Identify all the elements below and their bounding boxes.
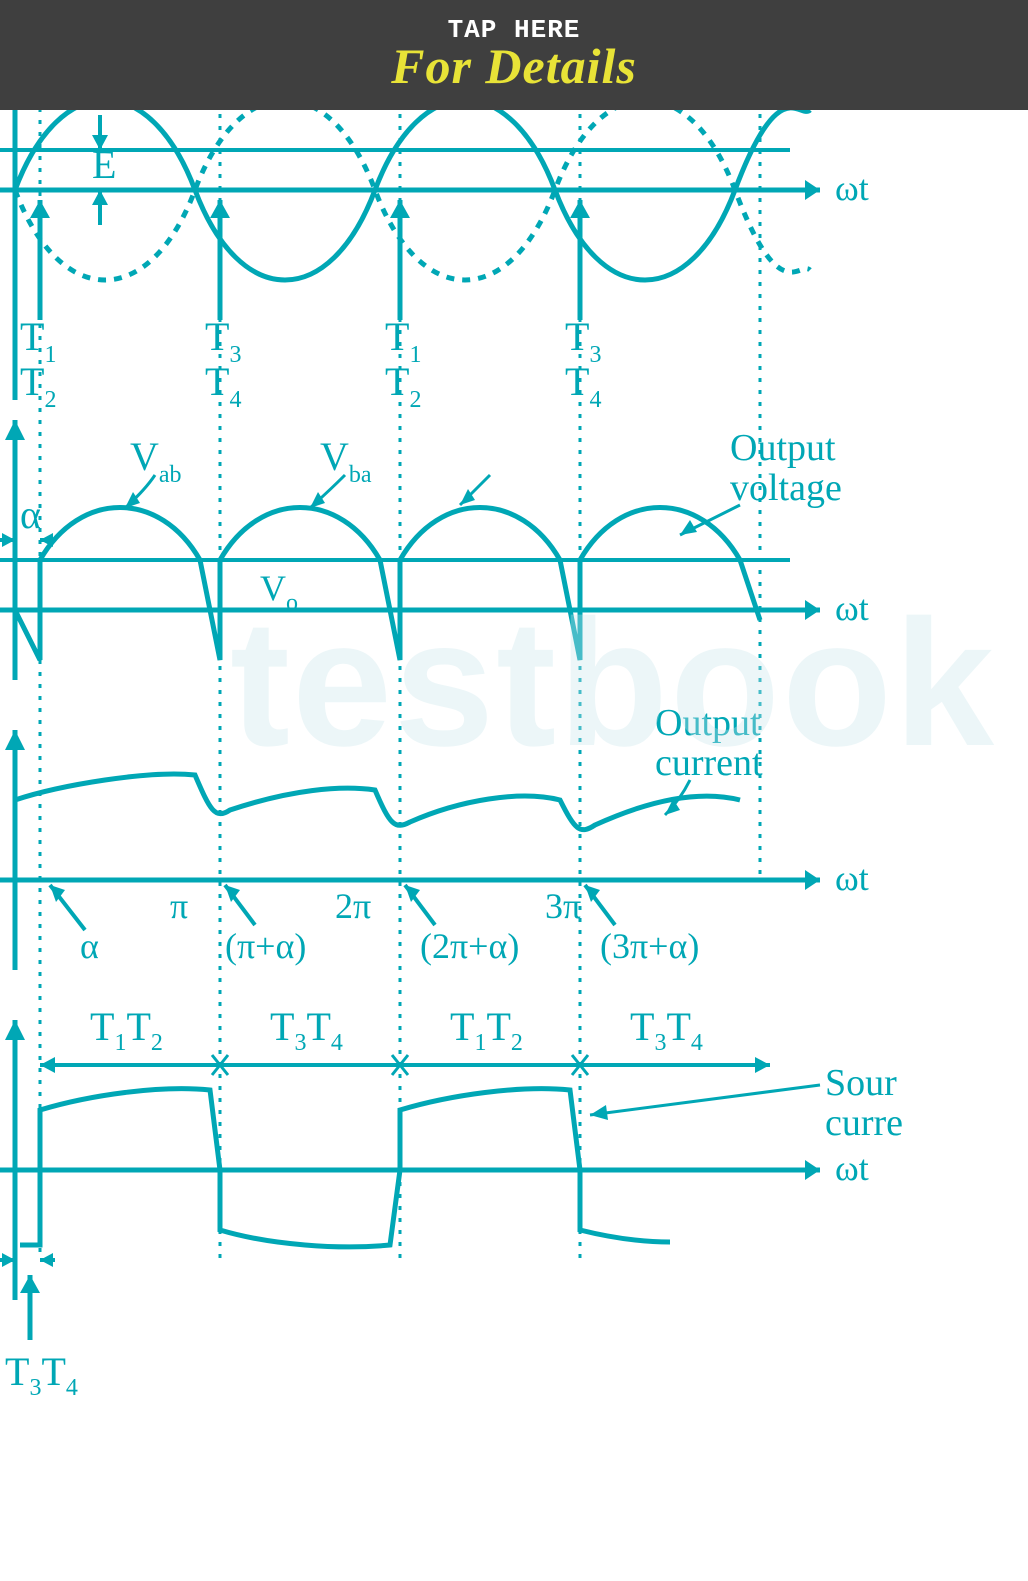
svg-text:(3π+α): (3π+α) [600, 926, 699, 966]
panel-source-current: ωt T1T2 T3T4 T1T2 T3T4 Sour curre T3T4 [0, 1004, 903, 1401]
svg-text:(π+α): (π+α) [225, 926, 306, 966]
axis-label-wt-4: ωt [835, 1148, 869, 1188]
svg-text:curre: curre [825, 1102, 903, 1144]
svg-text:3π: 3π [545, 886, 581, 926]
tap-here-banner[interactable]: TAP HERE For Details [0, 0, 1028, 110]
svg-text:α: α [80, 926, 99, 966]
axis-label-wt-3: ωt [835, 858, 869, 898]
svg-text:Vba: Vba [320, 434, 372, 488]
trigger-markers [30, 200, 590, 320]
svg-text:T3T4: T3T4 [270, 1004, 343, 1056]
svg-text:2π: 2π [335, 886, 371, 926]
svg-text:Sour: Sour [825, 1062, 897, 1104]
svg-text:T1T2: T1T2 [450, 1004, 523, 1056]
e-label: E [92, 142, 116, 187]
alpha-label: α [20, 492, 41, 537]
svg-text:voltage: voltage [730, 467, 842, 509]
svg-text:Vab: Vab [130, 434, 182, 488]
waveform-diagram: ωt Vab Vba E T1 T2 T3 T4 T1 T2 [0, 0, 1028, 1581]
svg-text:(2π+α): (2π+α) [420, 926, 519, 966]
svg-text:T1T2: T1T2 [90, 1004, 163, 1056]
watermark: testbook [230, 580, 996, 787]
svg-text:T3T4: T3T4 [630, 1004, 703, 1056]
banner-bottom-text: For Details [391, 37, 637, 95]
svg-text:T3T4: T3T4 [5, 1349, 78, 1401]
output-voltage-label: Output [730, 427, 836, 469]
axis-label-wt-1: ωt [835, 168, 869, 208]
svg-text:π: π [170, 886, 188, 926]
